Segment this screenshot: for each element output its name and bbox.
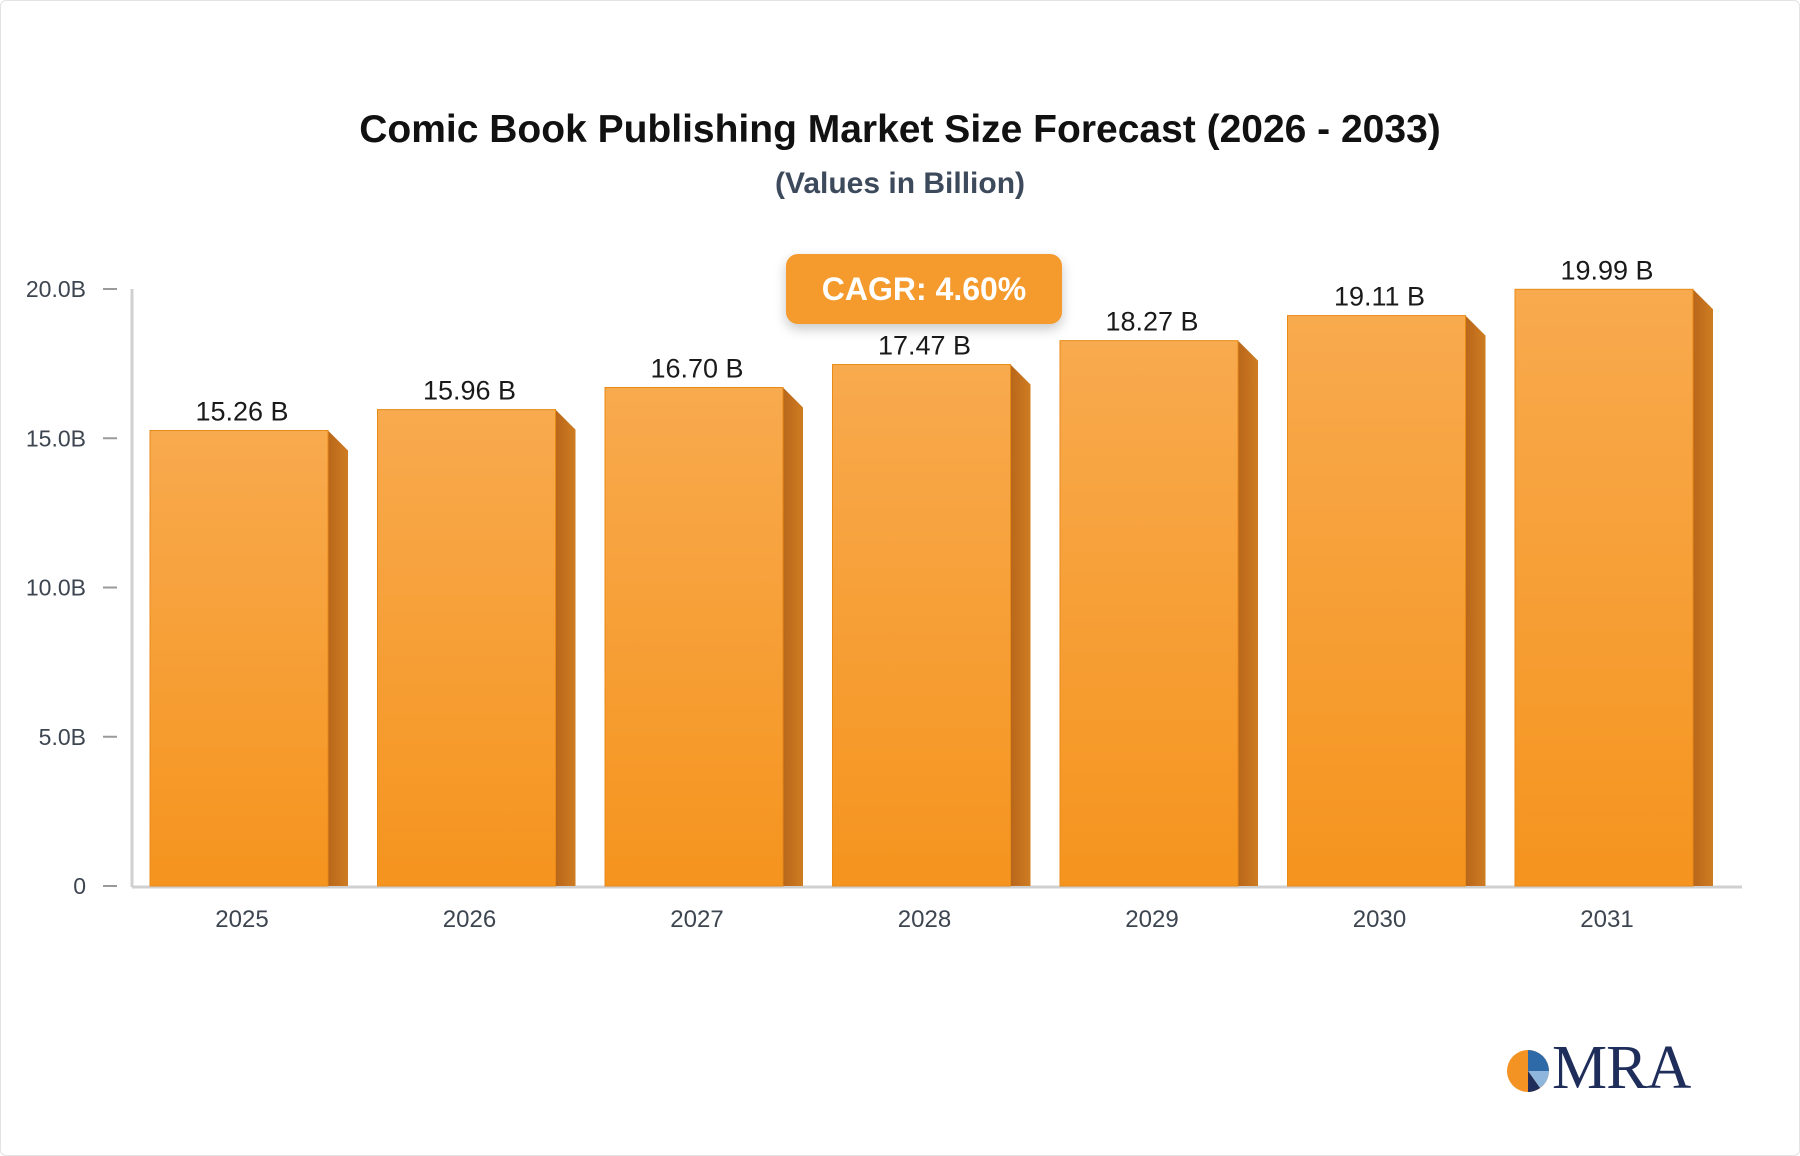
bar-2030[interactable]: [1287, 315, 1466, 887]
y-tick-label: 10.0B: [26, 575, 86, 601]
x-tick-label-2025: 2025: [215, 906, 268, 933]
bar-side-2030: [1465, 315, 1486, 886]
x-tick-label-2027: 2027: [670, 906, 723, 933]
x-tick-label-2029: 2029: [1125, 906, 1178, 933]
x-tick-label-2026: 2026: [443, 906, 496, 933]
bar-2029[interactable]: [1059, 340, 1239, 887]
data-label-2027: 16.70 B: [650, 354, 743, 384]
x-tick-label-2030: 2030: [1353, 906, 1406, 933]
mra-logo: MRA: [1504, 1034, 1694, 1102]
x-tick-label-2031: 2031: [1580, 906, 1633, 933]
bar-2027[interactable]: [604, 387, 784, 887]
bar-side-2026: [555, 409, 576, 886]
bar-side-2029: [1238, 340, 1258, 886]
data-label-2029: 18.27 B: [1105, 307, 1198, 337]
cagr-badge: CAGR: 4.60%: [786, 254, 1062, 324]
chart-subtitle: (Values in Billion): [774, 167, 1026, 200]
bar-2025[interactable]: [149, 429, 329, 887]
data-label-2030: 19.11 B: [1334, 282, 1425, 312]
bar-2026[interactable]: [377, 409, 556, 887]
data-label-2025: 15.26 B: [195, 396, 288, 426]
data-label-2026: 15.96 B: [423, 376, 516, 406]
y-tick-label: 15.0B: [26, 425, 86, 451]
chart-title: Comic Book Publishing Market Size Foreca…: [359, 108, 1441, 151]
x-tick-label-2028: 2028: [898, 906, 951, 933]
y-tick-label: 20.0B: [26, 276, 86, 302]
bar-side-2028: [1010, 364, 1031, 886]
data-label-2028: 17.47 B: [878, 331, 971, 361]
bar-side-2025: [328, 430, 348, 886]
bar-2028[interactable]: [832, 364, 1011, 887]
y-tick-label: 5.0B: [39, 724, 86, 750]
bar-2031[interactable]: [1514, 288, 1694, 887]
bar-side-2031: [1693, 289, 1713, 887]
bar-side-2027: [783, 387, 803, 886]
logo-text: MRA: [1552, 1034, 1691, 1102]
pie-logo-icon: [1507, 1050, 1549, 1092]
y-tick-label: 0: [73, 873, 86, 899]
data-label-2031: 19.99 B: [1560, 255, 1653, 285]
